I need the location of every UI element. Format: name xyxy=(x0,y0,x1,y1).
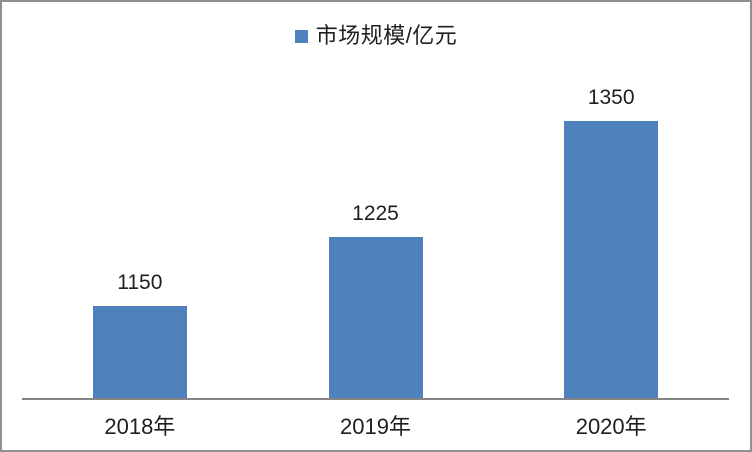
x-axis-label: 2020年 xyxy=(575,414,647,439)
plot-area: 1150 1225 1350 xyxy=(22,75,729,399)
legend: 市场规模/亿元 xyxy=(2,23,750,49)
bar-value-label: 1225 xyxy=(352,202,399,225)
bar-slot: 1150 xyxy=(22,75,258,399)
legend-marker xyxy=(294,29,308,43)
bar-slot: 1350 xyxy=(493,75,729,399)
x-axis-line xyxy=(22,398,729,400)
bar-2020年 xyxy=(564,121,659,399)
bar-2018年 xyxy=(92,306,187,399)
bar-slot: 1225 xyxy=(258,75,494,399)
legend-label: 市场规模/亿元 xyxy=(315,23,458,48)
x-axis-labels: 2018年 2019年 2020年 xyxy=(22,414,729,439)
x-axis-label: 2018年 xyxy=(104,414,176,439)
bar-value-label: 1350 xyxy=(587,86,635,109)
bar-value-label: 1150 xyxy=(117,271,163,294)
bar-2019年 xyxy=(328,237,423,399)
x-axis-label: 2019年 xyxy=(340,414,411,439)
